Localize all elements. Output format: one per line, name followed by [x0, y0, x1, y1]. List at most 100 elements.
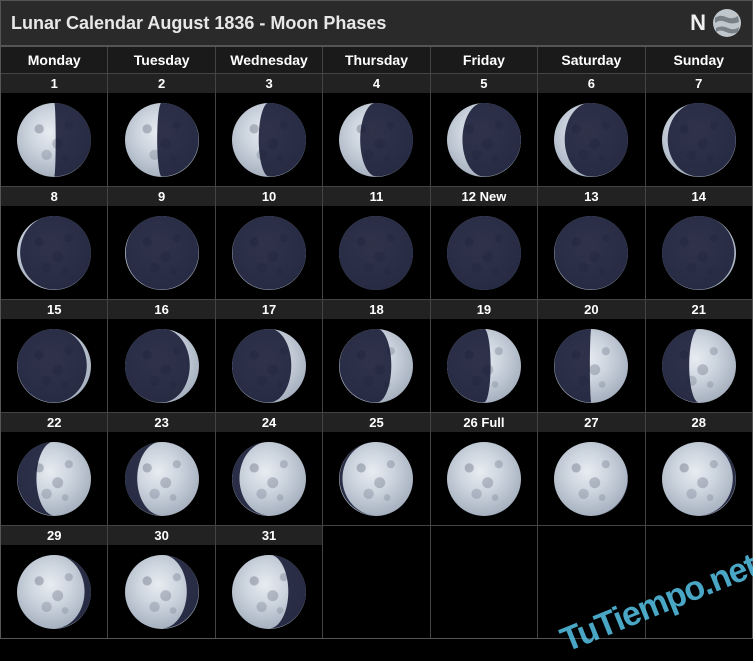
day-label: 10	[216, 187, 322, 206]
moon-container	[339, 206, 413, 299]
moon-shadow	[662, 103, 736, 177]
day-cell[interactable]: 6	[538, 74, 644, 186]
moon-container	[17, 545, 91, 638]
day-cell[interactable]: 5	[431, 74, 537, 186]
moon-icon	[17, 103, 91, 177]
day-label: 12 New	[431, 187, 537, 206]
moon-container	[554, 432, 628, 525]
day-label: 16	[108, 300, 214, 319]
day-cell[interactable]: 25	[323, 413, 429, 525]
empty-cell	[323, 526, 429, 638]
moon-icon	[232, 216, 306, 290]
moon-icon	[339, 216, 413, 290]
moon-container	[232, 319, 306, 412]
moon-icon	[125, 103, 199, 177]
weekday-header: Sunday	[646, 47, 752, 73]
day-cell[interactable]: 2	[108, 74, 214, 186]
moon-icon	[339, 329, 413, 403]
day-cell[interactable]: 18	[323, 300, 429, 412]
moon-shadow	[232, 103, 306, 177]
day-cell[interactable]: 13	[538, 187, 644, 299]
moon-icon	[662, 216, 736, 290]
day-label: 2	[108, 74, 214, 93]
moon-shadow	[339, 216, 413, 290]
moon-shadow	[17, 329, 91, 403]
page-title: Lunar Calendar August 1836 - Moon Phases	[11, 13, 386, 34]
day-cell[interactable]: 30	[108, 526, 214, 638]
moon-shadow	[17, 216, 91, 290]
day-label: 26 Full	[431, 413, 537, 432]
moon-container	[339, 319, 413, 412]
day-cell[interactable]: 17	[216, 300, 322, 412]
day-cell[interactable]: 10	[216, 187, 322, 299]
day-cell[interactable]: 4	[323, 74, 429, 186]
day-cell[interactable]: 19	[431, 300, 537, 412]
day-label: 11	[323, 187, 429, 206]
day-cell[interactable]: 16	[108, 300, 214, 412]
day-label: 5	[431, 74, 537, 93]
day-cell[interactable]: 28	[646, 413, 752, 525]
moon-container	[554, 93, 628, 186]
moon-shadow	[554, 442, 628, 516]
day-label: 17	[216, 300, 322, 319]
moon-icon	[17, 329, 91, 403]
moon-icon	[447, 442, 521, 516]
day-cell[interactable]: 7	[646, 74, 752, 186]
day-label: 8	[1, 187, 107, 206]
moon-icon	[232, 442, 306, 516]
day-cell[interactable]: 29	[1, 526, 107, 638]
moon-container	[232, 545, 306, 638]
globe-icon	[712, 8, 742, 38]
moon-icon	[554, 329, 628, 403]
day-label: 9	[108, 187, 214, 206]
moon-icon	[17, 555, 91, 629]
day-cell[interactable]: 24	[216, 413, 322, 525]
moon-shadow	[554, 216, 628, 290]
moon-container	[447, 319, 521, 412]
moon-container	[662, 206, 736, 299]
day-cell[interactable]: 22	[1, 413, 107, 525]
day-cell[interactable]: 23	[108, 413, 214, 525]
day-cell[interactable]: 27	[538, 413, 644, 525]
moon-container	[662, 432, 736, 525]
day-label: 14	[646, 187, 752, 206]
moon-container	[232, 93, 306, 186]
moon-icon	[232, 103, 306, 177]
day-cell[interactable]: 12 New	[431, 187, 537, 299]
moon-shadow	[662, 216, 736, 290]
moon-icon	[662, 103, 736, 177]
moon-shadow	[125, 103, 199, 177]
moon-shadow	[17, 442, 91, 516]
day-label: 27	[538, 413, 644, 432]
hemisphere-indicator: N	[690, 8, 742, 38]
moon-shadow	[125, 216, 199, 290]
day-cell[interactable]: 3	[216, 74, 322, 186]
day-cell[interactable]: 1	[1, 74, 107, 186]
empty-cell	[538, 526, 644, 638]
moon-icon	[125, 216, 199, 290]
day-cell[interactable]: 14	[646, 187, 752, 299]
day-cell[interactable]: 31	[216, 526, 322, 638]
day-cell[interactable]: 11	[323, 187, 429, 299]
moon-shadow	[232, 442, 306, 516]
moon-container	[447, 93, 521, 186]
moon-container	[339, 93, 413, 186]
day-cell[interactable]: 26 Full	[431, 413, 537, 525]
moon-container	[17, 93, 91, 186]
moon-icon	[125, 442, 199, 516]
moon-shadow	[447, 329, 521, 403]
moon-container	[447, 206, 521, 299]
day-label: 1	[1, 74, 107, 93]
moon-shadow	[554, 103, 628, 177]
day-cell[interactable]: 9	[108, 187, 214, 299]
day-cell[interactable]: 8	[1, 187, 107, 299]
weekday-header: Thursday	[323, 47, 429, 73]
moon-icon	[662, 329, 736, 403]
moon-shadow	[554, 329, 628, 403]
day-cell[interactable]: 15	[1, 300, 107, 412]
moon-shadow	[232, 555, 306, 629]
day-label: 3	[216, 74, 322, 93]
day-cell[interactable]: 21	[646, 300, 752, 412]
day-cell[interactable]: 20	[538, 300, 644, 412]
weekday-header: Tuesday	[108, 47, 214, 73]
